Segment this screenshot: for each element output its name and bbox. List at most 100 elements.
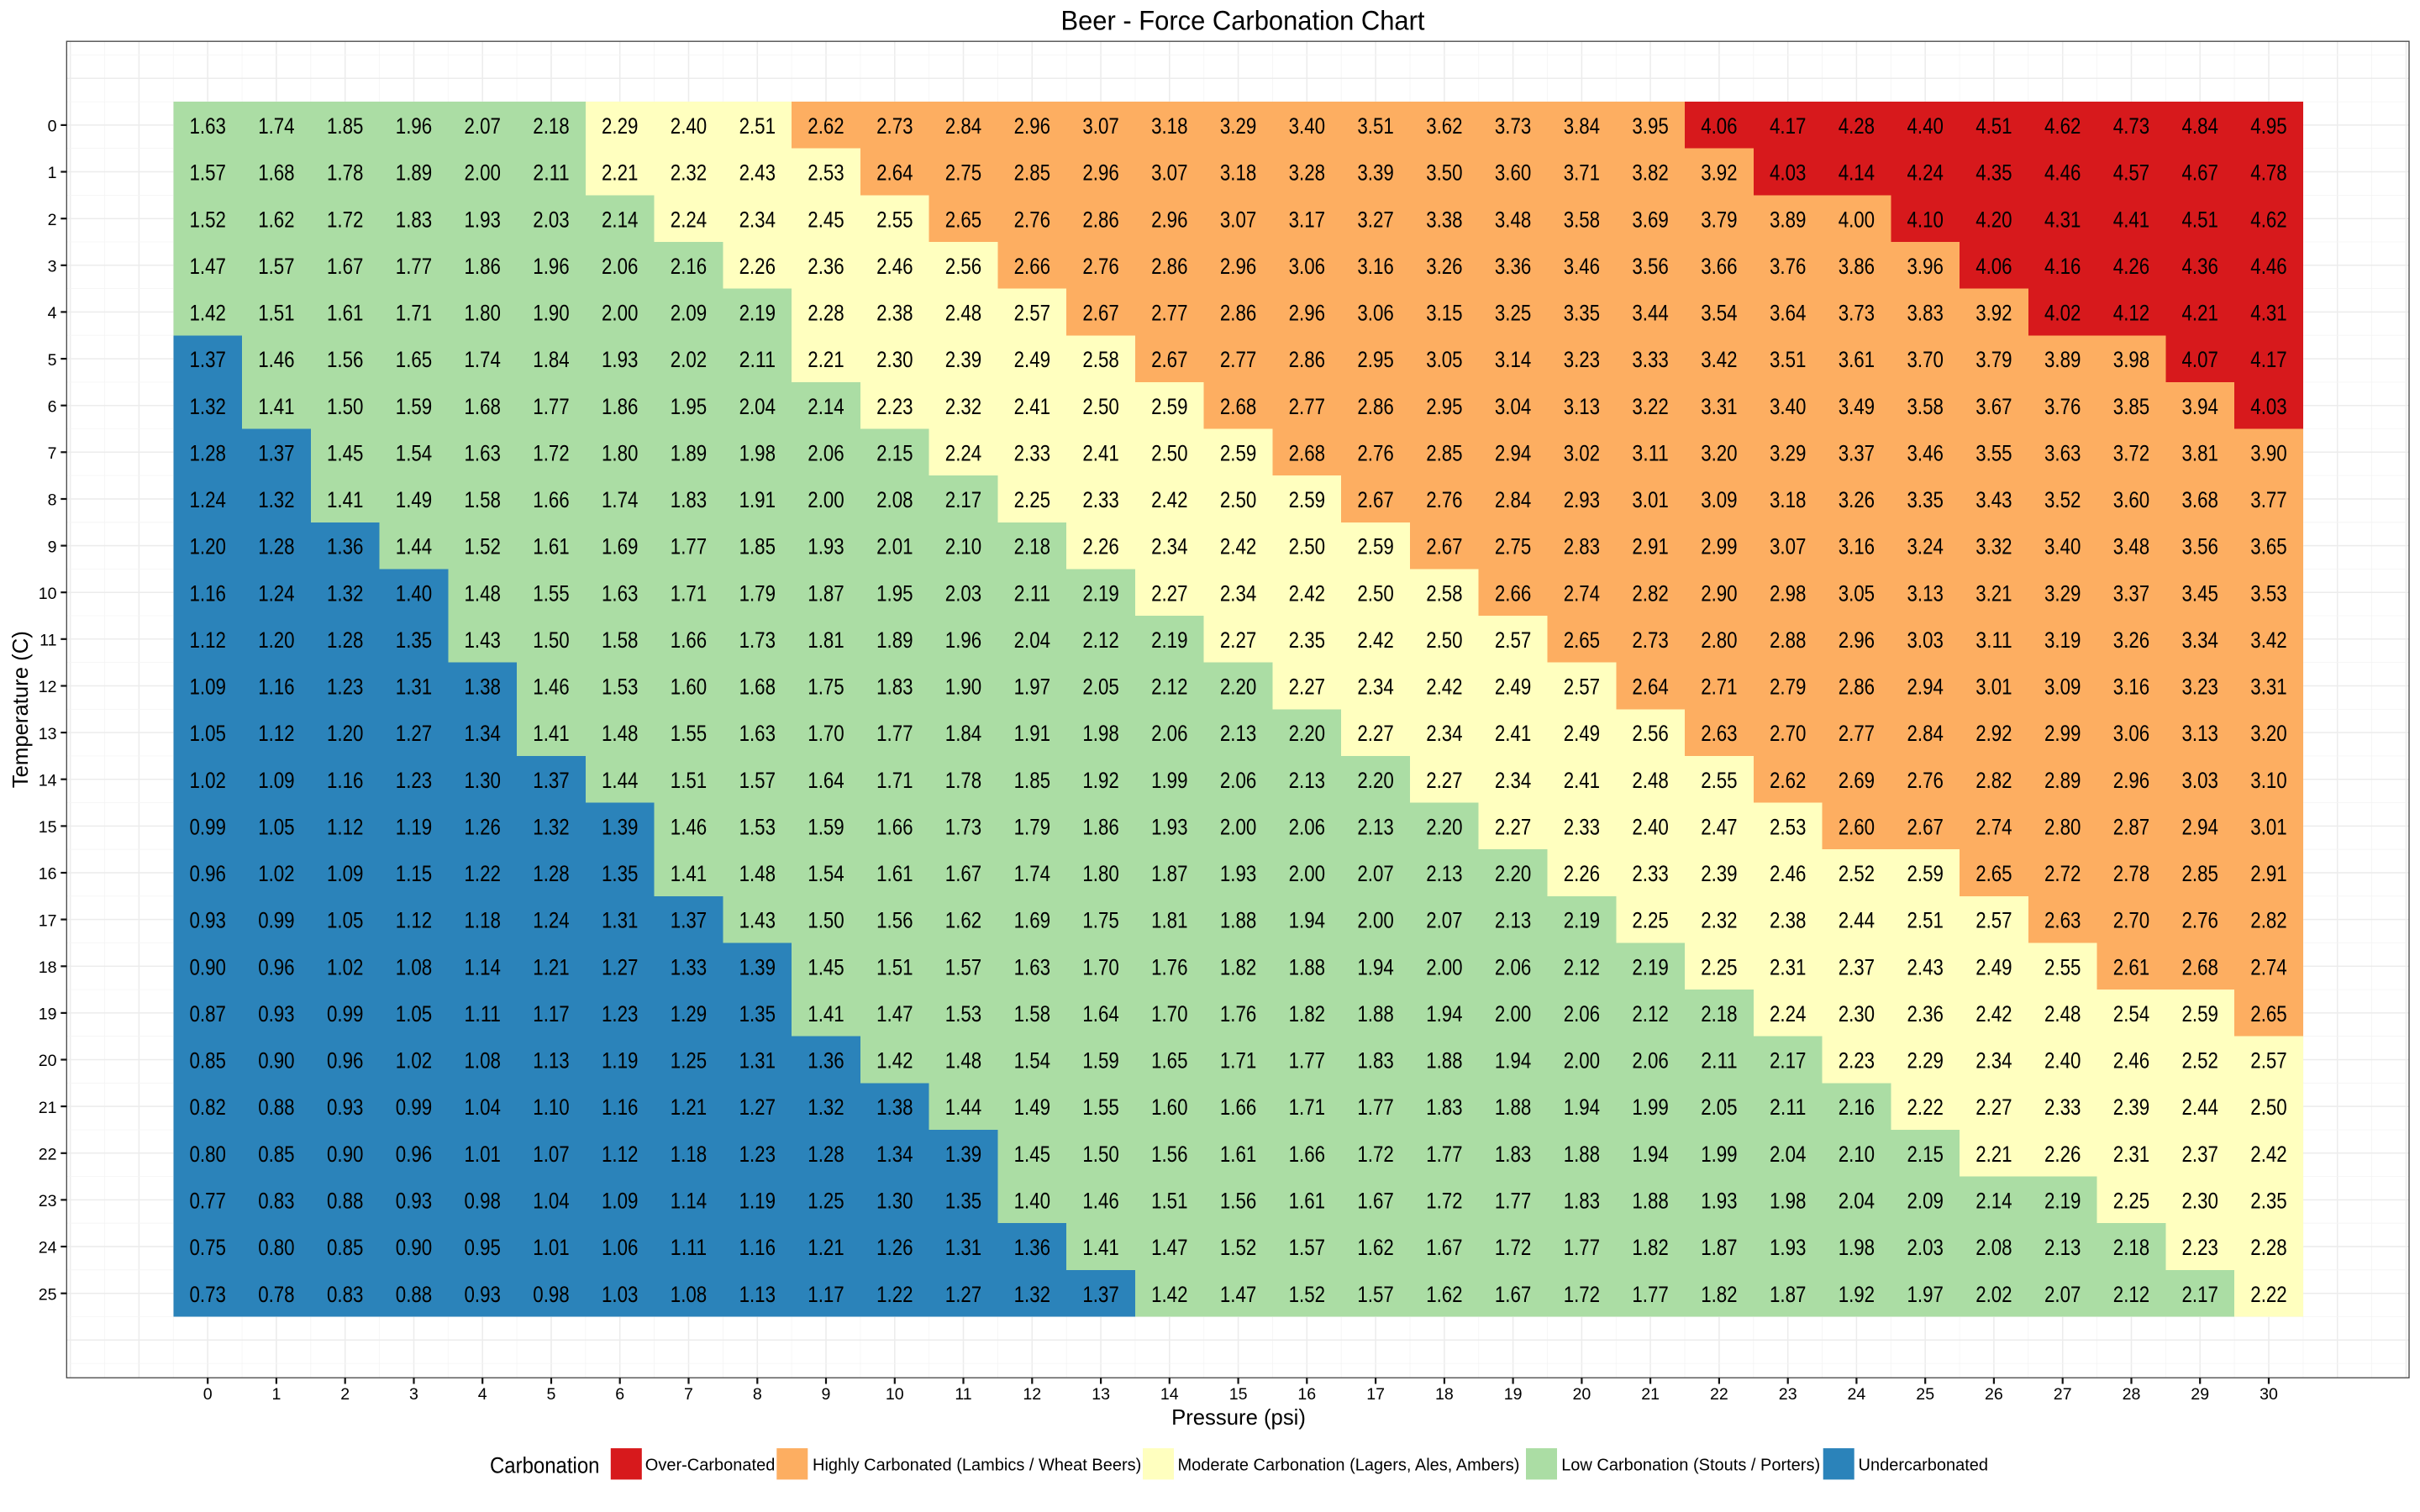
svg-text:0.90: 0.90	[327, 1142, 363, 1167]
svg-text:2.76: 2.76	[1082, 254, 1118, 279]
svg-text:1.89: 1.89	[876, 627, 913, 653]
svg-text:2.94: 2.94	[1495, 440, 1532, 465]
svg-text:0.90: 0.90	[396, 1235, 432, 1260]
svg-text:3.61: 3.61	[1839, 347, 1875, 372]
svg-text:1.98: 1.98	[1082, 721, 1118, 746]
svg-text:1.37: 1.37	[533, 768, 569, 793]
svg-text:22: 22	[1710, 1385, 1728, 1404]
svg-text:1.17: 1.17	[533, 1001, 569, 1026]
svg-text:2.49: 2.49	[1975, 954, 2012, 979]
svg-text:3.20: 3.20	[2250, 721, 2286, 746]
svg-text:3.76: 3.76	[2044, 394, 2081, 419]
svg-text:3.05: 3.05	[1426, 347, 1462, 372]
svg-text:1.11: 1.11	[465, 1001, 501, 1026]
svg-text:0.93: 0.93	[327, 1095, 363, 1120]
svg-text:2.34: 2.34	[1357, 675, 1394, 700]
svg-text:1.35: 1.35	[945, 1189, 981, 1214]
svg-text:3.56: 3.56	[1632, 254, 1668, 279]
svg-text:3.01: 3.01	[2250, 815, 2286, 840]
svg-text:1.68: 1.68	[739, 675, 776, 700]
svg-text:2.07: 2.07	[1426, 908, 1462, 933]
svg-text:2.13: 2.13	[1357, 815, 1393, 840]
svg-text:1.52: 1.52	[1220, 1235, 1256, 1260]
svg-text:1.72: 1.72	[1426, 1189, 1462, 1214]
svg-text:2.06: 2.06	[1289, 815, 1325, 840]
svg-text:2.25: 2.25	[2113, 1189, 2149, 1214]
svg-text:1.49: 1.49	[1014, 1095, 1050, 1120]
svg-text:1.05: 1.05	[190, 721, 226, 746]
svg-text:1.72: 1.72	[1564, 1282, 1600, 1307]
svg-text:1.82: 1.82	[1220, 954, 1256, 979]
svg-text:1.59: 1.59	[396, 394, 432, 419]
svg-text:1.09: 1.09	[258, 768, 294, 793]
svg-text:2.76: 2.76	[1907, 768, 1944, 793]
svg-text:1.11: 1.11	[671, 1235, 707, 1260]
svg-text:2.27: 2.27	[1495, 815, 1531, 840]
svg-text:4.67: 4.67	[2182, 160, 2218, 186]
svg-text:0.73: 0.73	[190, 1282, 226, 1307]
svg-text:3.20: 3.20	[1701, 440, 1737, 465]
svg-text:3.14: 3.14	[1495, 347, 1532, 372]
svg-text:1.98: 1.98	[1770, 1189, 1806, 1214]
svg-text:3.18: 3.18	[1770, 487, 1806, 512]
svg-text:0.77: 0.77	[190, 1189, 226, 1214]
svg-text:3.40: 3.40	[2044, 534, 2081, 559]
svg-text:2.22: 2.22	[2250, 1282, 2286, 1307]
svg-text:1.51: 1.51	[671, 768, 707, 793]
svg-text:2.11: 2.11	[1770, 1095, 1806, 1120]
svg-text:3.32: 3.32	[1975, 534, 2012, 559]
svg-text:3.21: 3.21	[1975, 580, 2012, 606]
svg-text:1.03: 1.03	[602, 1282, 638, 1307]
svg-text:1.82: 1.82	[1701, 1282, 1737, 1307]
svg-text:2.58: 2.58	[1082, 347, 1118, 372]
svg-text:2.84: 2.84	[1907, 721, 1944, 746]
svg-text:2.32: 2.32	[945, 394, 981, 419]
svg-text:2.32: 2.32	[1701, 908, 1737, 933]
svg-text:Carbonation: Carbonation	[490, 1453, 600, 1478]
svg-text:4.02: 4.02	[2044, 301, 2081, 326]
svg-text:0.85: 0.85	[327, 1235, 363, 1260]
svg-text:2.30: 2.30	[2182, 1189, 2218, 1214]
svg-text:2.27: 2.27	[1357, 721, 1393, 746]
svg-text:1.54: 1.54	[396, 440, 433, 465]
svg-text:3.60: 3.60	[2113, 487, 2149, 512]
svg-text:2.50: 2.50	[1151, 440, 1187, 465]
svg-text:0.99: 0.99	[190, 815, 226, 840]
svg-text:2.14: 2.14	[602, 207, 639, 232]
svg-text:3.16: 3.16	[1357, 254, 1393, 279]
svg-text:2.06: 2.06	[1495, 954, 1531, 979]
svg-text:3.07: 3.07	[1770, 534, 1806, 559]
svg-text:2.46: 2.46	[876, 254, 913, 279]
svg-text:1.18: 1.18	[671, 1142, 707, 1167]
svg-text:1.83: 1.83	[396, 207, 432, 232]
svg-text:3.43: 3.43	[1975, 487, 2012, 512]
svg-text:1.86: 1.86	[602, 394, 638, 419]
svg-text:1: 1	[271, 1385, 281, 1404]
svg-text:1.77: 1.77	[396, 254, 432, 279]
svg-text:16: 16	[1297, 1385, 1316, 1404]
svg-text:5: 5	[547, 1385, 556, 1404]
svg-text:1.27: 1.27	[396, 721, 432, 746]
svg-text:2.41: 2.41	[1082, 440, 1118, 465]
svg-text:1.83: 1.83	[876, 675, 913, 700]
svg-text:1.80: 1.80	[465, 301, 501, 326]
svg-text:2.59: 2.59	[1357, 534, 1393, 559]
svg-text:2.41: 2.41	[1014, 394, 1050, 419]
svg-text:3.62: 3.62	[1426, 113, 1462, 139]
svg-text:1.77: 1.77	[1632, 1282, 1668, 1307]
svg-text:1.93: 1.93	[1151, 815, 1187, 840]
svg-text:2.65: 2.65	[1975, 861, 2012, 886]
svg-text:3.90: 3.90	[2250, 440, 2286, 465]
svg-text:2.77: 2.77	[1839, 721, 1875, 746]
svg-text:23: 23	[1779, 1385, 1797, 1404]
svg-text:2.51: 2.51	[739, 113, 776, 139]
svg-text:3.31: 3.31	[1701, 394, 1737, 419]
svg-text:0.80: 0.80	[190, 1142, 226, 1167]
svg-text:3.01: 3.01	[1632, 487, 1668, 512]
svg-text:1.58: 1.58	[602, 627, 638, 653]
svg-text:15: 15	[1229, 1385, 1248, 1404]
svg-text:1.21: 1.21	[533, 954, 569, 979]
svg-text:1.87: 1.87	[1151, 861, 1187, 886]
svg-text:2.72: 2.72	[2044, 861, 2081, 886]
svg-text:3.02: 3.02	[1564, 440, 1600, 465]
